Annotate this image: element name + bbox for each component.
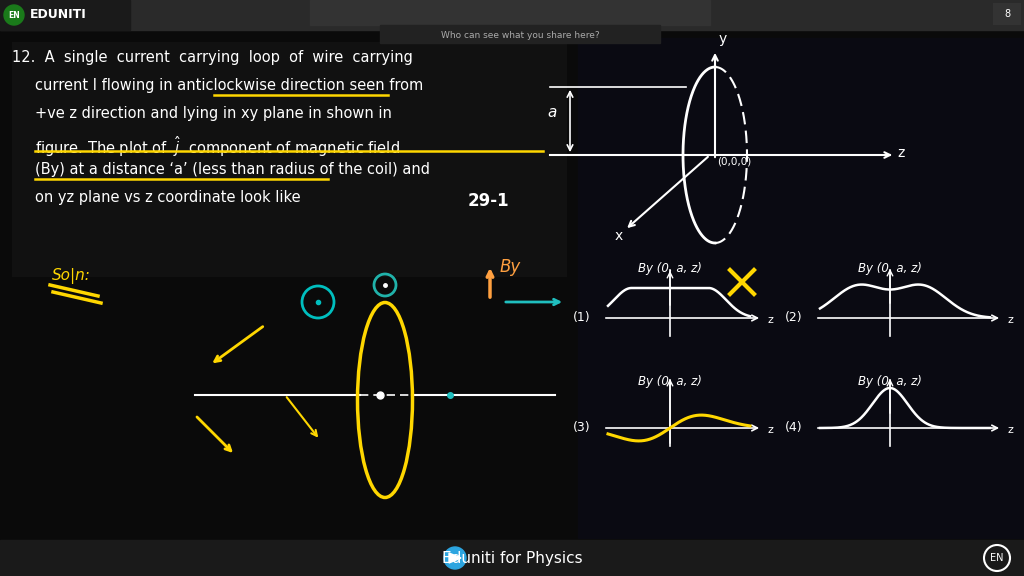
Text: By (0, a, z): By (0, a, z) [858, 262, 922, 275]
Text: y: y [719, 32, 727, 46]
Bar [578, 38, 1024, 538]
Circle shape [4, 5, 24, 25]
Text: EN: EN [8, 10, 19, 20]
Text: (4): (4) [785, 422, 803, 434]
Bar [12, 42, 567, 277]
Text: (By) at a distance ‘a’ (less than radius of the coil) and: (By) at a distance ‘a’ (less than radius… [35, 162, 430, 177]
Text: z: z [1007, 425, 1013, 435]
Text: By (0, a, z): By (0, a, z) [638, 375, 701, 388]
Text: EN: EN [990, 553, 1004, 563]
Circle shape [444, 547, 466, 569]
Text: (0,0,0): (0,0,0) [717, 157, 752, 167]
Text: x: x [615, 229, 624, 243]
Text: z: z [767, 425, 773, 435]
Bar [993, 3, 1021, 25]
Text: a: a [547, 105, 556, 120]
Text: So|n:: So|n: [52, 268, 91, 284]
Text: on yz plane vs z coordinate look like: on yz plane vs z coordinate look like [35, 190, 301, 205]
Text: current I flowing in anticlockwise direction seen from: current I flowing in anticlockwise direc… [35, 78, 423, 93]
Text: (1): (1) [572, 312, 590, 324]
Text: (2): (2) [785, 312, 803, 324]
Text: 29-1: 29-1 [468, 192, 510, 210]
Text: +ve z direction and lying in xy plane in shown in: +ve z direction and lying in xy plane in… [35, 106, 392, 121]
Text: z: z [1007, 315, 1013, 325]
Text: 8: 8 [1004, 9, 1010, 19]
Text: Who can see what you share here?: Who can see what you share here? [440, 31, 599, 40]
Text: Eduniti for Physics: Eduniti for Physics [441, 551, 583, 566]
Text: By: By [500, 258, 521, 276]
Text: By (0, a, z): By (0, a, z) [858, 375, 922, 388]
Text: 12.  A  single  current  carrying  loop  of  wire  carrying: 12. A single current carrying loop of wi… [12, 50, 413, 65]
Text: EDUNITI: EDUNITI [30, 9, 87, 21]
Bar [0, 540, 1024, 576]
Polygon shape [449, 553, 461, 563]
Bar [0, 0, 1024, 30]
Text: (3): (3) [572, 422, 590, 434]
Text: z: z [767, 315, 773, 325]
Text: figure. The plot of  $\hat{j}$  component of magnetic field: figure. The plot of $\hat{j}$ component … [35, 134, 400, 159]
Bar [380, 25, 660, 43]
Text: z: z [897, 146, 904, 160]
Text: By (0, a, z): By (0, a, z) [638, 262, 701, 275]
Bar [0, 0, 130, 30]
Bar [310, 0, 710, 25]
